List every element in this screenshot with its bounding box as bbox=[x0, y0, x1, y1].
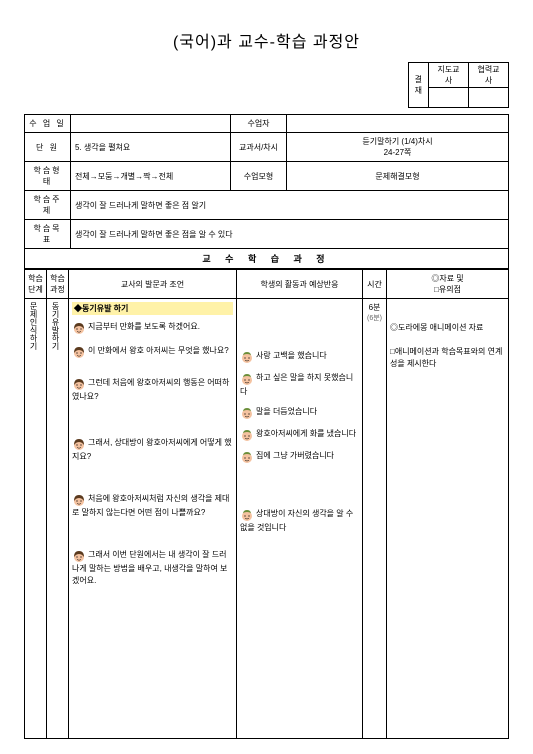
student-line: 집에 그냥 가버렸습니다 bbox=[240, 450, 359, 464]
process-title: 교 수 학 습 과 정 bbox=[24, 249, 509, 269]
form-label: 학습형태 bbox=[25, 162, 71, 191]
teacher-label: 수업자 bbox=[231, 115, 287, 133]
time-value: 6분 bbox=[366, 302, 383, 313]
goal-value: 생각이 잘 드러나게 말하면 좋은 점을 알 수 있다 bbox=[71, 220, 509, 249]
student-text: 하고 싶은 말을 하지 못했습니다 bbox=[240, 373, 353, 396]
teacher-line: 그래서 이번 단원에서는 내 생각이 잘 드러나게 말하는 방법을 배우고, 내… bbox=[72, 549, 233, 587]
info-table: 수 업 일 수업자 단 원 5. 생각을 펼쳐요 교과서/차시 듣기말하기 (1… bbox=[24, 114, 509, 249]
unit-label: 단 원 bbox=[25, 133, 71, 162]
teacher-icon bbox=[72, 549, 86, 563]
student-line: 하고 싶은 말을 하지 못했습니다 bbox=[240, 372, 359, 398]
proc-text: 동기유발하기 bbox=[50, 302, 61, 350]
sign-col2-label: 협력교사 bbox=[469, 63, 509, 88]
student-line: 왕호아저씨에게 화를 냈습니다 bbox=[240, 428, 359, 442]
student-icon bbox=[240, 372, 254, 386]
time-sub: (6분) bbox=[366, 313, 383, 323]
main-table: 학습 단계 학습 과정 교사의 발문과 조언 학생의 활동과 예상반응 시간 ◎… bbox=[24, 269, 509, 739]
student-line: 사랑 고백을 했습니다 bbox=[240, 350, 359, 364]
teacher-text: 이 만화에서 왕호 아저씨는 무엇을 했나요? bbox=[88, 346, 229, 355]
unit-value: 5. 생각을 펼쳐요 bbox=[71, 133, 231, 162]
teacher-cell: ◆동기유발 하기 지금부터 만화를 보도록 하겠어요. 이 만화에서 왕호 아저씨… bbox=[69, 299, 237, 739]
teacher-line: 지금부터 만화를 보도록 하겠어요. bbox=[72, 321, 233, 335]
form-value: 전체→모둠→개별→짝→전체 bbox=[71, 162, 231, 191]
stage-cell: 문제인식하기 bbox=[25, 299, 47, 739]
sign-vertical-label: 결 재 bbox=[408, 63, 428, 108]
sign-col1-label: 지도교사 bbox=[429, 63, 469, 88]
student-icon bbox=[240, 350, 254, 364]
student-text: 사랑 고백을 했습니다 bbox=[256, 351, 327, 360]
student-icon bbox=[240, 450, 254, 464]
teacher-text: 그래서 이번 단원에서는 내 생각이 잘 드러나게 말하는 방법을 배우고, 내… bbox=[72, 550, 227, 585]
teacher-value bbox=[287, 115, 509, 133]
student-text: 왕호아저씨에게 화를 냈습니다 bbox=[256, 429, 356, 438]
textbook-label: 교과서/차시 bbox=[231, 133, 287, 162]
student-text: 집에 그냥 가버렸습니다 bbox=[256, 451, 334, 460]
teacher-line: 그래서, 상대방이 왕호아저씨에게 어떻게 했지요? bbox=[72, 437, 233, 463]
student-icon bbox=[240, 406, 254, 420]
teacher-text: 지금부터 만화를 보도록 하겠어요. bbox=[88, 322, 200, 331]
date-label: 수 업 일 bbox=[25, 115, 71, 133]
date-value bbox=[71, 115, 231, 133]
section-heading: ◆동기유발 하기 bbox=[72, 302, 233, 315]
sign-cell1 bbox=[429, 88, 469, 108]
teacher-text: 처음에 왕호아저씨처럼 자신의 생각을 제대로 말하지 않는다면 어떤 점이 나… bbox=[72, 494, 229, 517]
textbook-value: 듣기말하기 (1/4)차시 24-27쪽 bbox=[287, 133, 509, 162]
student-icon bbox=[240, 428, 254, 442]
teacher-text: 그런데 처음에 왕호아저씨의 행동은 어떠하였나요? bbox=[72, 378, 229, 401]
goal-label: 학습목표 bbox=[25, 220, 71, 249]
teacher-text: 그래서, 상대방이 왕호아저씨에게 어떻게 했지요? bbox=[72, 438, 232, 461]
time-cell: 6분 (6분) bbox=[363, 299, 387, 739]
teacher-icon bbox=[72, 321, 86, 335]
model-value: 문제해결모형 bbox=[287, 162, 509, 191]
topic-value: 생각이 잘 드러나게 말하면 좋은 점 알기 bbox=[71, 191, 509, 220]
note-1: ◎도라에몽 애니메이션 자료 bbox=[390, 322, 505, 334]
note-cell: ◎도라에몽 애니메이션 자료 □애니메이션과 학습목표와의 연계성을 제시한다 bbox=[387, 299, 509, 739]
student-icon bbox=[240, 508, 254, 522]
student-cell: 사랑 고백을 했습니다하고 싶은 말을 하지 못했습니다말을 더듬었습니다왕호아… bbox=[237, 299, 363, 739]
hdr-proc: 학습 과정 bbox=[47, 270, 69, 299]
student-text: 말을 더듬었습니다 bbox=[256, 407, 317, 416]
note-2: □애니메이션과 학습목표와의 연계성을 제시한다 bbox=[390, 346, 505, 370]
hdr-time: 시간 bbox=[363, 270, 387, 299]
hdr-note: ◎자료 및 □유의점 bbox=[387, 270, 509, 299]
student-line: 상대방이 자신의 생각을 알 수 없을 것입니다 bbox=[240, 508, 359, 534]
topic-label: 학습주제 bbox=[25, 191, 71, 220]
teacher-line: 이 만화에서 왕호 아저씨는 무엇을 했나요? bbox=[72, 345, 233, 359]
teacher-line: 그런데 처음에 왕호아저씨의 행동은 어떠하였나요? bbox=[72, 377, 233, 403]
model-label: 수업모형 bbox=[231, 162, 287, 191]
page-title: (국어)과 교수-학습 과정안 bbox=[24, 28, 509, 52]
student-line: 말을 더듬었습니다 bbox=[240, 406, 359, 420]
student-text: 상대방이 자신의 생각을 알 수 없을 것입니다 bbox=[240, 509, 353, 532]
signature-table: 결 재 지도교사 협력교사 bbox=[408, 62, 509, 108]
stage-text: 문제인식하기 bbox=[28, 302, 39, 350]
teacher-icon bbox=[72, 437, 86, 451]
hdr-teacher: 교사의 발문과 조언 bbox=[69, 270, 237, 299]
teacher-icon bbox=[72, 345, 86, 359]
teacher-icon bbox=[72, 493, 86, 507]
teacher-line: 처음에 왕호아저씨처럼 자신의 생각을 제대로 말하지 않는다면 어떤 점이 나… bbox=[72, 493, 233, 519]
sign-cell2 bbox=[469, 88, 509, 108]
hdr-student: 학생의 활동과 예상반응 bbox=[237, 270, 363, 299]
teacher-icon bbox=[72, 377, 86, 391]
hdr-stage: 학습 단계 bbox=[25, 270, 47, 299]
proc-cell: 동기유발하기 bbox=[47, 299, 69, 739]
